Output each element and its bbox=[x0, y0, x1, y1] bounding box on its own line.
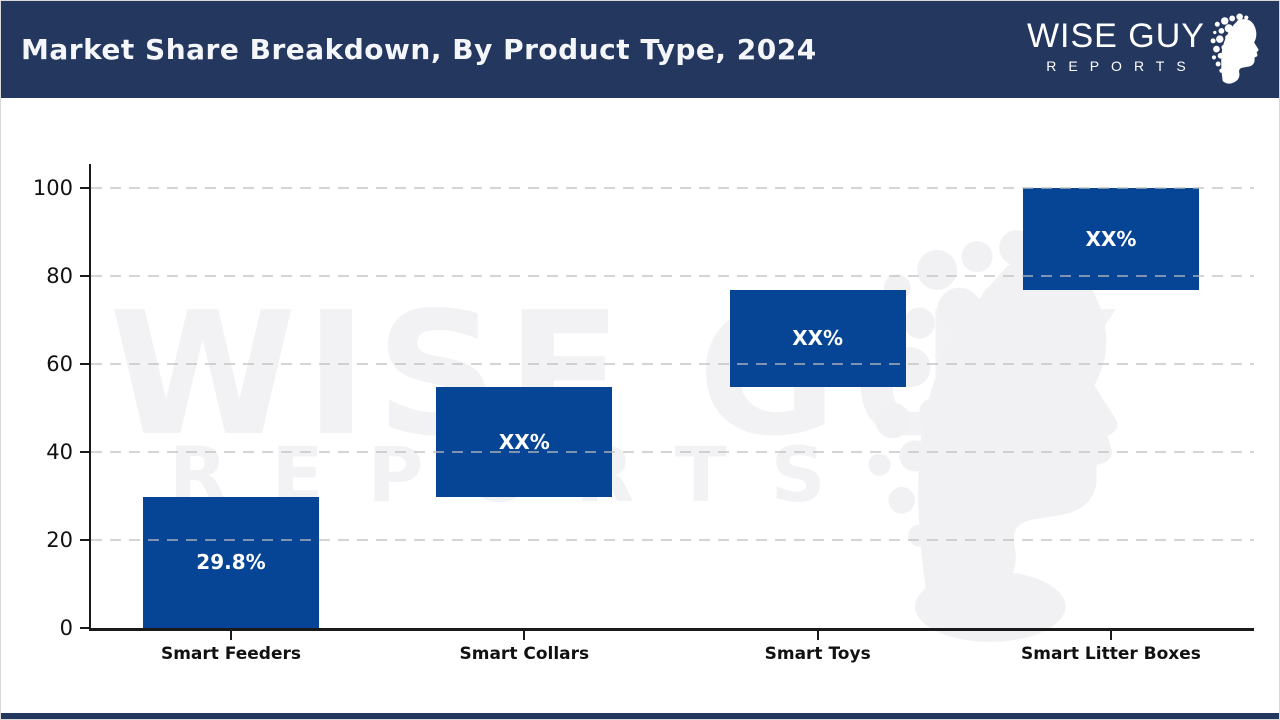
bar-value-label: XX% bbox=[1085, 227, 1137, 252]
y-axis-tick bbox=[80, 187, 89, 189]
footer-bar bbox=[1, 713, 1279, 719]
page-title: Market Share Breakdown, By Product Type,… bbox=[21, 33, 817, 66]
gridline bbox=[91, 275, 1254, 277]
bar-value-label: XX% bbox=[792, 326, 844, 351]
y-axis-tick bbox=[80, 275, 89, 277]
y-axis-tick-label: 0 bbox=[59, 616, 73, 640]
gridline bbox=[91, 187, 1254, 189]
x-axis-tick bbox=[1109, 631, 1112, 640]
brand-logo: WISE GUY REPORTS bbox=[1027, 7, 1271, 93]
y-axis-tick bbox=[80, 451, 89, 453]
gridline bbox=[91, 539, 1254, 541]
x-axis-category-label: Smart Litter Boxes bbox=[1021, 644, 1201, 664]
x-axis-category-label: Smart Collars bbox=[459, 644, 590, 664]
y-axis-tick-label: 80 bbox=[46, 264, 73, 288]
bar-smart-litter-boxes: XX% bbox=[1022, 188, 1199, 291]
y-axis-tick-label: 60 bbox=[46, 352, 73, 376]
chart-area: WISE GUY REPORTS 02040608010029.8%Smart … bbox=[1, 98, 1279, 715]
bar-value-label: XX% bbox=[498, 429, 550, 454]
bar-smart-toys: XX% bbox=[729, 290, 906, 387]
gridline bbox=[91, 451, 1254, 453]
plot-area: 0 20 40 60 80 100 29.8% Smart Feeders XX% Smart C… bbox=[1, 98, 1279, 715]
brand-head-icon bbox=[1210, 13, 1259, 84]
header-bar: Market Share Breakdown, By Product Type,… bbox=[1, 1, 1279, 98]
x-axis-category-label: Smart Toys bbox=[764, 644, 871, 664]
y-axis-tick-label: 100 bbox=[32, 176, 73, 200]
y-axis-tick-label: 20 bbox=[46, 528, 73, 552]
bar-value-label: 29.8% bbox=[196, 550, 266, 575]
x-axis-spine bbox=[89, 628, 1254, 631]
gridline bbox=[91, 363, 1254, 365]
y-axis-tick-label: 40 bbox=[46, 440, 73, 464]
y-axis-tick bbox=[80, 627, 89, 629]
x-axis-tick bbox=[230, 631, 232, 640]
x-axis-tick bbox=[523, 631, 526, 640]
y-axis-tick bbox=[80, 363, 89, 365]
brand-subtitle: REPORTS bbox=[1046, 57, 1198, 74]
y-axis-spine bbox=[89, 164, 91, 631]
x-axis-tick bbox=[816, 631, 819, 640]
x-axis-category-label: Smart Feeders bbox=[160, 644, 302, 664]
brand-name: WISE GUY bbox=[1026, 17, 1205, 55]
y-axis-tick bbox=[80, 539, 89, 541]
watermark-head-icon bbox=[861, 230, 1118, 642]
brand-logo-text: WISE GUY REPORTS bbox=[1026, 17, 1205, 73]
bar-smart-collars: XX% bbox=[436, 386, 613, 497]
bar-smart-feeders: 29.8% bbox=[143, 496, 319, 628]
